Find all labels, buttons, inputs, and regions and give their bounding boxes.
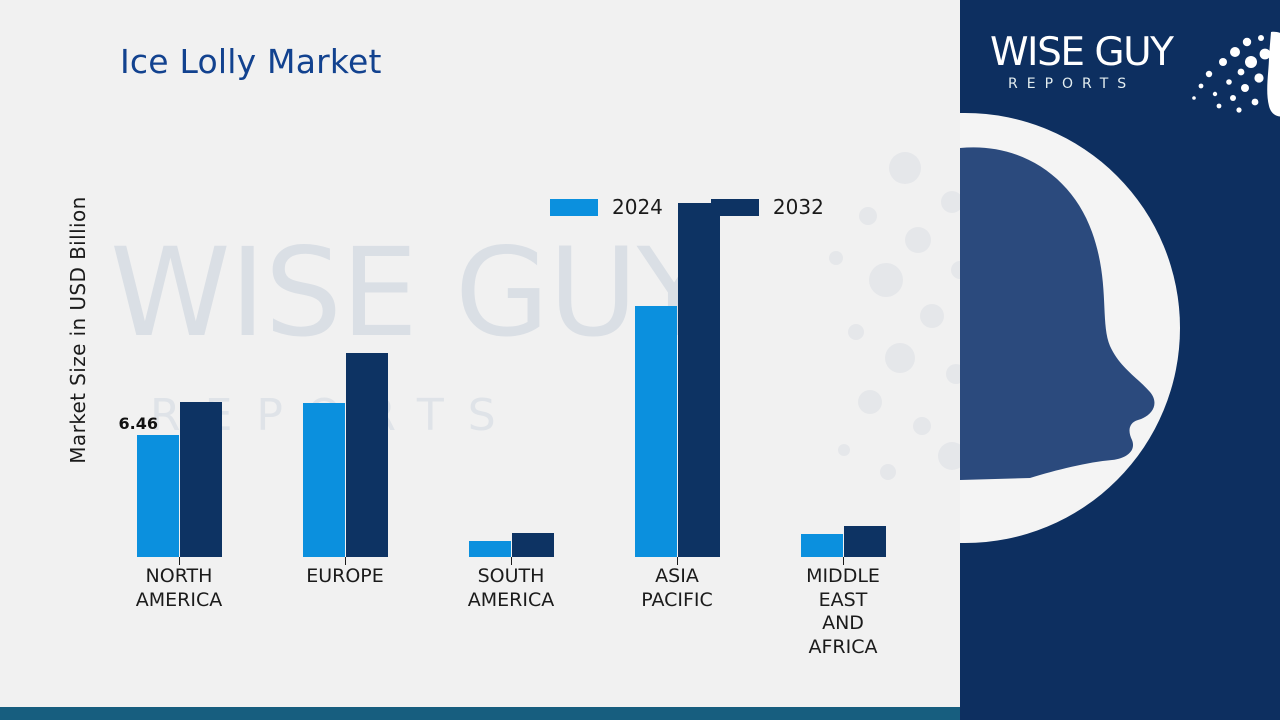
x-axis-tick [345, 557, 346, 565]
legend-item-2032[interactable]: 2032 [710, 195, 824, 219]
bar-2024[interactable] [302, 402, 345, 557]
legend-item-2024[interactable]: 2024 [550, 195, 663, 219]
x-axis-tick [843, 557, 844, 565]
brand-logo[interactable]: WISE GUY REPORTS [990, 30, 1280, 117]
bar-2032[interactable] [511, 532, 554, 557]
bar-2032[interactable] [345, 352, 388, 557]
x-axis-tick-label: ASIA PACIFIC [641, 565, 713, 611]
bar-plot: 6.46 [96, 180, 926, 565]
y-axis-label: Market Size in USD Billion [66, 196, 90, 464]
bar-group [302, 180, 388, 565]
x-axis-tick-label: MIDDLE EAST AND AFRICA [806, 565, 880, 658]
bar-2032[interactable] [179, 401, 222, 557]
brand-dots-decoration [960, 180, 1010, 540]
brand-logo-wordmark: WISE GUY [990, 30, 1174, 75]
brand-panel: WISE GUY REPORTS [960, 0, 1280, 720]
legend-swatch-2032 [710, 198, 759, 216]
x-axis-tick-label: NORTH AMERICA [135, 565, 223, 611]
bar-group [468, 180, 554, 565]
bar-data-label: 6.46 [118, 414, 158, 434]
chart-area: WISE GUY REPORTS I [66, 42, 960, 685]
bar-2032[interactable] [677, 203, 720, 557]
x-axis-tick-label: EUROPE [306, 565, 384, 587]
legend-swatch-2024 [550, 198, 598, 216]
bar-2024[interactable] [800, 533, 843, 557]
bar-group [634, 180, 720, 565]
brand-logo-subtitle: REPORTS [1008, 76, 1136, 92]
x-axis-tick-label: SOUTH AMERICA [467, 565, 555, 611]
bar-2024[interactable] [136, 435, 179, 557]
logo-dot-pattern-icon [1192, 31, 1280, 117]
chart-legend: 2024 2032 [550, 195, 824, 219]
bar-2032[interactable] [843, 525, 886, 557]
footer-strip [0, 707, 960, 720]
bar-group [800, 180, 886, 565]
x-axis-tick [677, 557, 678, 565]
x-axis-tick-labels: NORTH AMERICA EUROPE SOUTH AMERICA ASIA PAC… [96, 565, 926, 685]
bar-2024[interactable] [468, 540, 511, 557]
page-title: Ice Lolly Market [120, 42, 382, 81]
bar-group: 6.46 [119, 180, 222, 565]
x-axis-tick [179, 557, 180, 565]
legend-label-2032: 2032 [772, 195, 824, 219]
legend-label-2024: 2024 [612, 195, 663, 219]
x-axis-tick [511, 557, 512, 565]
head-silhouette-icon [960, 147, 1155, 480]
bar-2024[interactable] [634, 306, 677, 557]
